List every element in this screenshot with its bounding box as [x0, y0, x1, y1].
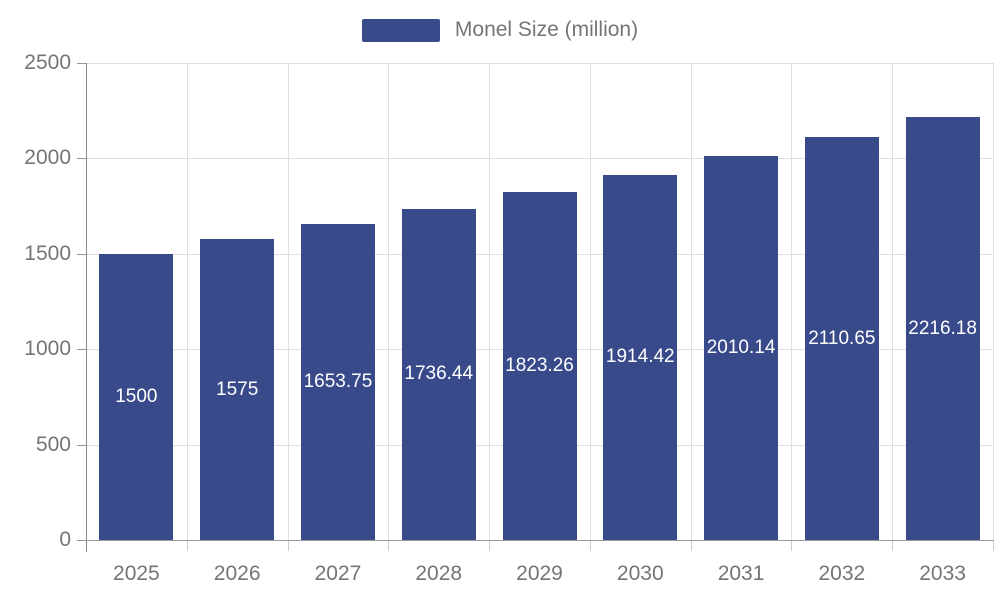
y-axis-tick-mark — [77, 444, 86, 446]
bar-value-label: 1823.26 — [505, 355, 574, 377]
bar-value-label: 2010.14 — [706, 337, 776, 359]
x-tick-label: 2033 — [919, 562, 966, 585]
legend-label: Monel Size (million) — [454, 18, 639, 41]
bar-value-label: 1575 — [216, 378, 259, 400]
x-axis-tick-mark — [388, 540, 390, 551]
x-axis-tick-mark — [589, 540, 591, 551]
bar-value-label: 1500 — [115, 385, 158, 407]
bar: 1823.26 — [502, 192, 577, 540]
bar-value-label: 2216.18 — [908, 317, 977, 339]
bar: 1653.75 — [300, 224, 375, 540]
x-axis-tick-mark — [892, 540, 894, 551]
x-tick-label: 2027 — [314, 562, 362, 585]
x-gridline — [489, 63, 491, 540]
plot-area: 1500 1575 1653.75 1736.44 1823.26 1914.42 2010… — [86, 63, 994, 540]
x-tick-label: 2032 — [818, 562, 866, 585]
y-axis-tick-mark — [77, 63, 86, 64]
bar-value-label: 1736.44 — [404, 363, 474, 385]
legend-swatch — [361, 18, 440, 42]
y-axis-tick-mark — [77, 158, 86, 160]
x-tick-label: 2029 — [516, 562, 563, 585]
y-gridline — [86, 158, 993, 160]
x-tick-label: 2031 — [717, 562, 765, 585]
y-gridline — [86, 63, 993, 64]
x-gridline — [589, 63, 591, 540]
legend-item[interactable]: Monel Size (million) — [0, 18, 1000, 42]
x-axis-tick-mark — [791, 540, 793, 551]
bar: 2110.65 — [804, 137, 879, 540]
y-tick-label: 2500 — [24, 51, 71, 74]
x-axis-tick-mark — [489, 540, 491, 551]
x-axis-tick-mark — [690, 540, 692, 551]
x-gridline — [186, 63, 188, 540]
bar-value-label: 2110.65 — [808, 327, 876, 349]
x-gridline — [287, 63, 289, 540]
y-axis-tick-mark — [77, 253, 86, 255]
x-tick-label: 2028 — [415, 562, 463, 585]
x-axis-tick-mark — [186, 540, 188, 551]
x-tick-label: 2026 — [213, 562, 261, 585]
bar: 1736.44 — [401, 208, 476, 540]
y-tick-label: 500 — [35, 432, 71, 456]
x-gridline — [388, 63, 390, 540]
y-axis-line — [86, 63, 87, 552]
bar: 1914.42 — [603, 174, 678, 540]
bar-value-label: 1914.42 — [605, 346, 675, 368]
x-tick-label: 2030 — [616, 562, 664, 585]
bar: 1500 — [99, 253, 174, 540]
x-tick-label: 2025 — [113, 562, 160, 585]
x-gridline — [892, 63, 894, 540]
x-axis-line — [86, 540, 994, 541]
y-tick-label: 0 — [59, 528, 71, 551]
x-axis-tick-mark — [287, 540, 289, 551]
y-tick-label: 2000 — [24, 146, 71, 170]
y-axis-tick-mark — [77, 540, 86, 541]
bar-value-label: 1653.75 — [303, 371, 373, 393]
x-gridline — [690, 63, 692, 540]
y-tick-label: 1500 — [24, 241, 71, 265]
bar: 1575 — [200, 239, 275, 540]
x-gridline — [791, 63, 793, 540]
bar: 2010.14 — [704, 156, 779, 540]
x-gridline — [993, 63, 994, 540]
x-axis-tick-mark — [993, 540, 994, 551]
y-axis-tick-mark — [77, 349, 86, 351]
y-tick-label: 1000 — [24, 337, 71, 361]
bar: 2216.18 — [905, 117, 980, 540]
